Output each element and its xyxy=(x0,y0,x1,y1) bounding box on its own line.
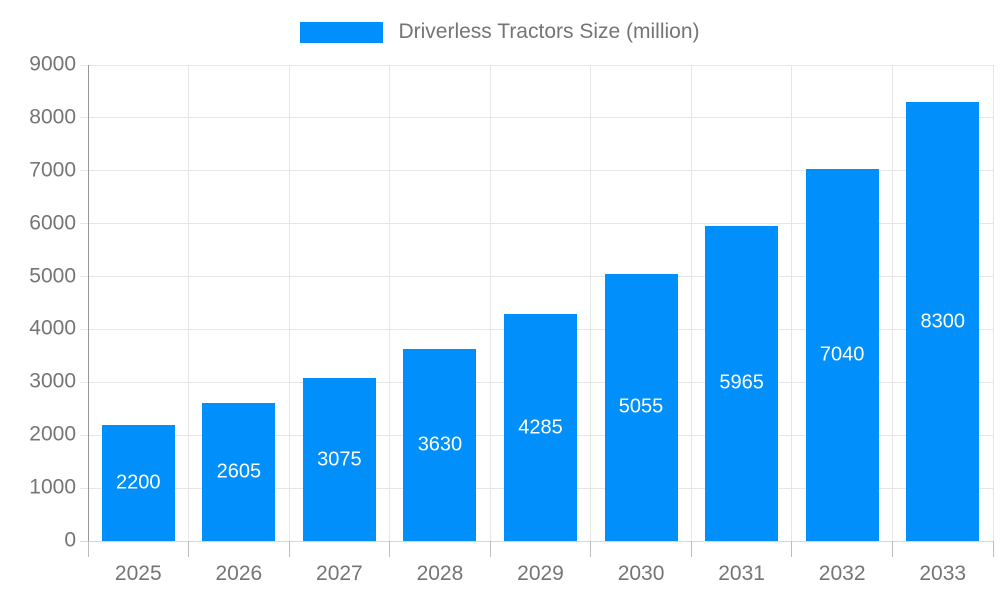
bar-value-label: 3630 xyxy=(417,433,463,456)
y-gridline xyxy=(80,540,993,542)
legend[interactable]: Driverless Tractors Size (million) xyxy=(0,20,1000,44)
bar-value-label: 8300 xyxy=(920,310,965,332)
x-gridline xyxy=(188,65,190,541)
bar-2025[interactable] xyxy=(101,424,175,541)
x-axis-tick xyxy=(389,541,391,557)
bar-value-label: 2605 xyxy=(216,460,262,483)
bar-value-label: 7040 xyxy=(819,343,865,366)
legend-label: Driverless Tractors Size (million) xyxy=(398,20,700,43)
x-axis-tick-label: 2028 xyxy=(416,562,464,585)
x-axis-tick-label: 2025 xyxy=(114,562,162,585)
x-axis-tick-label: 2031 xyxy=(718,562,765,585)
y-gridline xyxy=(80,276,993,278)
bar-2026[interactable] xyxy=(202,403,276,541)
bar-2027[interactable] xyxy=(302,378,376,541)
x-axis-tick-label: 2030 xyxy=(617,562,665,585)
x-axis-tick xyxy=(288,541,290,557)
bar-value-label: 3075 xyxy=(317,448,362,471)
x-gridline xyxy=(288,65,290,541)
bar-value-label: 2200 xyxy=(116,471,161,494)
y-axis-tick-label: 0 xyxy=(64,528,76,552)
x-gridline xyxy=(489,65,491,541)
y-axis-tick-label: 1000 xyxy=(29,475,76,499)
x-axis-tick xyxy=(87,541,89,557)
y-axis-tick-label: 9000 xyxy=(29,52,76,76)
x-axis-tick-label: 2032 xyxy=(818,562,866,585)
y-axis-tick-label: 4000 xyxy=(29,316,76,340)
bar-2031[interactable] xyxy=(705,225,779,541)
y-axis-tick-label: 2000 xyxy=(29,422,76,446)
x-axis-tick xyxy=(891,541,893,557)
bar-value-label: 5965 xyxy=(719,371,764,394)
y-axis-line xyxy=(87,65,89,541)
x-axis-tick-label: 2026 xyxy=(215,562,263,585)
x-axis-tick xyxy=(590,541,592,557)
x-axis-tick xyxy=(690,541,692,557)
bar-value-label: 4285 xyxy=(518,416,563,439)
y-axis-tick-label: 8000 xyxy=(29,105,76,129)
y-axis-tick-label: 7000 xyxy=(29,158,76,182)
bar-2029[interactable] xyxy=(504,314,577,541)
x-axis-tick xyxy=(992,541,994,557)
y-axis-tick-label: 3000 xyxy=(29,369,76,393)
x-gridline xyxy=(992,65,994,541)
y-axis-tick-label: 5000 xyxy=(29,264,76,288)
x-axis-tick-label: 2027 xyxy=(316,562,363,585)
y-axis-tick-label: 6000 xyxy=(29,211,76,235)
x-axis-tick-label: 2029 xyxy=(517,562,564,585)
bar-2032[interactable] xyxy=(805,168,879,541)
x-gridline xyxy=(389,65,391,541)
x-axis-tick xyxy=(791,541,793,557)
y-gridline xyxy=(80,64,993,66)
y-gridline xyxy=(80,117,993,119)
bar-2028[interactable] xyxy=(403,349,477,541)
x-gridline xyxy=(590,65,592,541)
x-axis-tick xyxy=(188,541,190,557)
bar-2030[interactable] xyxy=(604,273,678,541)
x-gridline xyxy=(791,65,793,541)
x-gridline xyxy=(690,65,692,541)
y-gridline xyxy=(80,223,993,225)
x-gridline xyxy=(891,65,893,541)
x-axis-tick-label: 2033 xyxy=(919,562,967,585)
y-gridline xyxy=(80,170,993,172)
x-axis-tick xyxy=(489,541,491,557)
bar-value-label: 5055 xyxy=(618,395,664,418)
legend-swatch-icon xyxy=(300,21,384,43)
bar-2033[interactable] xyxy=(906,102,980,541)
